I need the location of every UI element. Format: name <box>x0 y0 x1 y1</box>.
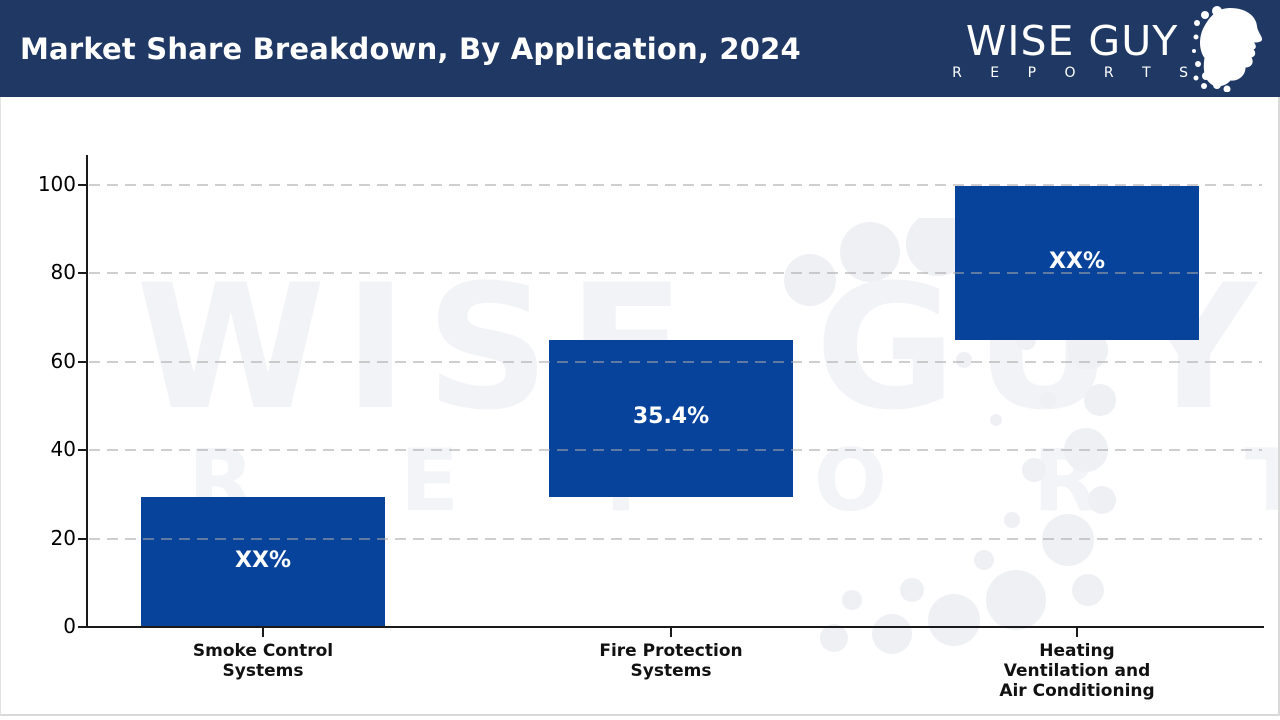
category-label: Fire Protection Systems <box>599 641 743 681</box>
logo-wiseguy-label: WISE GUY <box>965 16 1179 65</box>
y-tick-label: 0 <box>63 614 76 638</box>
gridline <box>89 537 1262 540</box>
gridline <box>89 184 1262 186</box>
x-tick-mark <box>262 628 264 637</box>
y-tick-mark <box>78 449 86 452</box>
gridline <box>89 360 1262 363</box>
x-axis-line <box>86 626 1264 628</box>
gridline <box>89 272 1262 275</box>
category-label: Heating Ventilation and Air Conditioning <box>999 641 1155 701</box>
bar-value-label: XX% <box>1049 249 1105 274</box>
card-right-border <box>1278 97 1280 716</box>
bar-value-label: 35.4% <box>632 404 710 430</box>
wiseguy-face-icon <box>1192 6 1263 92</box>
bar-value-label: XX% <box>235 547 291 573</box>
y-tick-mark <box>78 272 86 275</box>
gridline <box>89 449 1262 452</box>
y-tick-label: 40 <box>50 437 76 462</box>
bar-segment <box>141 496 385 627</box>
x-tick-mark <box>1076 628 1078 637</box>
y-axis-line <box>86 155 88 628</box>
category-label: Smoke Control Systems <box>192 641 334 681</box>
y-tick-mark <box>78 184 86 186</box>
header-bar: Market Share Breakdown, By Application, … <box>0 0 1280 97</box>
card-bottom-border <box>0 714 1280 716</box>
bar-segment <box>549 340 793 497</box>
x-tick-mark <box>670 628 672 637</box>
y-tick-label: 100 <box>37 172 76 196</box>
bar-segment <box>955 185 1199 341</box>
logo-text: WISE GUY R E P O R T S <box>944 18 1200 81</box>
logo-reports-label: R E P O R T S <box>952 64 1200 81</box>
y-tick-label: 60 <box>50 348 76 373</box>
y-tick-label: 20 <box>50 525 76 550</box>
wiseguy-logo: WISE GUY R E P O R T S <box>944 6 1266 92</box>
y-tick-label: 80 <box>50 260 76 285</box>
y-tick-mark <box>78 360 86 363</box>
page-title: Market Share Breakdown, By Application, … <box>20 31 801 66</box>
y-tick-mark <box>78 626 86 628</box>
y-tick-mark <box>78 537 86 540</box>
card-left-border <box>0 97 1 716</box>
